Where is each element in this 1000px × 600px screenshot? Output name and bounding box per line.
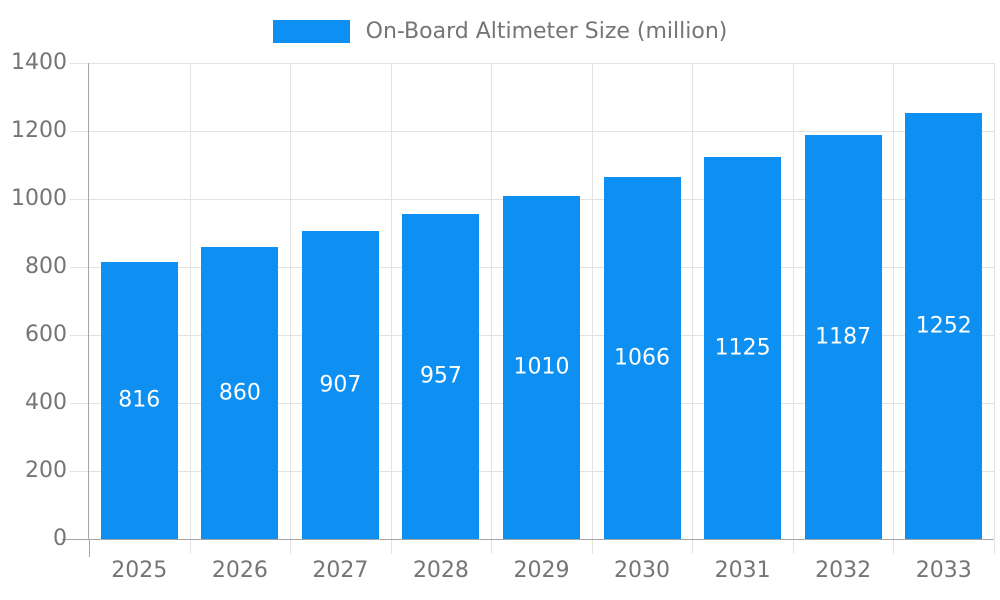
x-gridline bbox=[692, 63, 694, 539]
x-tick bbox=[994, 540, 995, 554]
x-tick bbox=[591, 540, 593, 554]
y-gridline bbox=[89, 63, 994, 64]
bar-value-label: 1066 bbox=[614, 345, 671, 371]
x-gridline bbox=[290, 63, 292, 539]
x-tick-label: 2026 bbox=[211, 558, 268, 583]
bar-value-label: 816 bbox=[118, 387, 161, 413]
plot-area: 0 200 400 600 800 1000 1200 1400 816 2025 860 2026 9… bbox=[11, 50, 995, 583]
x-tick bbox=[390, 540, 392, 554]
x-tick bbox=[893, 540, 895, 554]
bar bbox=[905, 113, 983, 539]
bar-value-label: 1125 bbox=[714, 335, 771, 361]
y-tick bbox=[70, 267, 88, 268]
x-gridline bbox=[893, 63, 895, 539]
bar bbox=[301, 230, 379, 539]
bar bbox=[804, 135, 882, 539]
x-tick bbox=[491, 540, 493, 554]
x-gridline bbox=[491, 63, 493, 539]
y-tick-label: 0 bbox=[53, 526, 67, 551]
x-gridline bbox=[189, 63, 191, 539]
bar bbox=[704, 156, 782, 539]
y-tick bbox=[62, 539, 88, 540]
y-tick-label: 400 bbox=[25, 390, 67, 415]
x-tick-label: 2028 bbox=[412, 558, 469, 583]
y-tick bbox=[70, 63, 88, 64]
bar bbox=[603, 176, 681, 539]
x-gridline bbox=[591, 63, 593, 539]
x-gridline bbox=[994, 63, 995, 539]
x-gridline bbox=[390, 63, 392, 539]
x-tick-label: 2032 bbox=[815, 558, 872, 583]
x-tick bbox=[692, 540, 694, 554]
x-tick bbox=[792, 540, 794, 554]
bar-value-label: 860 bbox=[218, 380, 261, 406]
x-gridline bbox=[792, 63, 794, 539]
x-tick-label: 2033 bbox=[915, 558, 972, 583]
x-tick-label: 2027 bbox=[312, 558, 369, 583]
x-tick-label: 2029 bbox=[513, 558, 570, 583]
bar-value-label: 1252 bbox=[915, 313, 972, 339]
bar-value-label: 957 bbox=[419, 363, 462, 389]
y-tick bbox=[70, 335, 88, 336]
bar-value-label: 1187 bbox=[815, 324, 872, 350]
bar-value-label: 907 bbox=[319, 372, 362, 398]
bar bbox=[201, 246, 279, 539]
y-tick-label: 200 bbox=[25, 458, 67, 483]
bar bbox=[402, 213, 480, 539]
y-tick-label: 800 bbox=[25, 254, 67, 279]
legend-label: On-Board Altimeter Size (million) bbox=[365, 18, 728, 44]
x-tick bbox=[290, 540, 292, 554]
y-gridline bbox=[89, 131, 994, 132]
x-tick bbox=[89, 540, 90, 557]
y-tick-label: 1000 bbox=[11, 186, 67, 211]
y-tick bbox=[70, 199, 88, 200]
x-tick bbox=[189, 540, 191, 554]
x-tick-label: 2031 bbox=[714, 558, 771, 583]
bar-value-label: 1010 bbox=[513, 354, 570, 380]
y-tick-label: 1200 bbox=[11, 118, 67, 143]
y-tick-label: 600 bbox=[25, 322, 67, 347]
legend: On-Board Altimeter Size (million) bbox=[0, 18, 1000, 44]
x-tick-label: 2025 bbox=[111, 558, 168, 583]
y-tick bbox=[70, 403, 88, 404]
x-tick-label: 2030 bbox=[614, 558, 671, 583]
bar bbox=[100, 261, 178, 539]
y-tick bbox=[70, 131, 88, 132]
y-tick bbox=[70, 471, 88, 472]
legend-swatch bbox=[272, 19, 350, 43]
y-tick-label: 1400 bbox=[11, 50, 67, 75]
bar bbox=[503, 195, 580, 539]
